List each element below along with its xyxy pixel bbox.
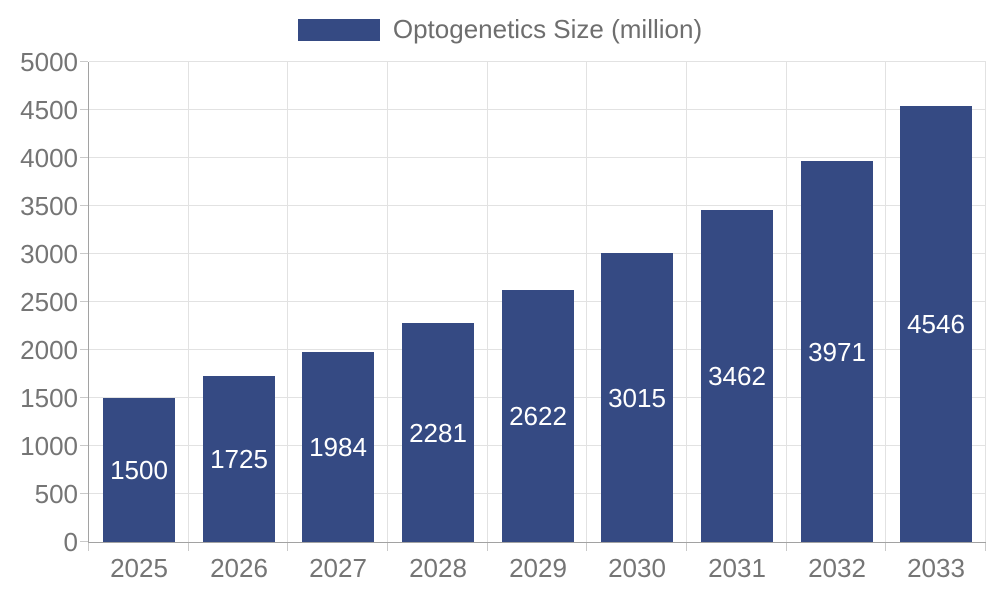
x-gridline <box>586 62 587 542</box>
x-axis-tick-label: 2029 <box>509 553 567 583</box>
legend-swatch <box>297 18 380 41</box>
y-gridline <box>89 109 986 110</box>
plot-area: 0 500 1000 1500 2000 2500 3000 3500 4000 4500 5000… <box>20 49 986 581</box>
x-tick-mark <box>188 543 189 551</box>
bar-2033[interactable]: 4546 <box>900 106 972 542</box>
x-gridline <box>487 62 488 542</box>
bar-2030[interactable]: 3015 <box>601 253 673 542</box>
y-tick-mark <box>80 205 88 206</box>
y-tick-mark <box>80 109 88 110</box>
x-gridline <box>287 62 288 542</box>
bar-value-label: 3015 <box>608 382 666 413</box>
x-axis-tick-label: 2027 <box>309 553 367 583</box>
x-tick-mark <box>885 543 886 551</box>
bar-value-label: 1984 <box>309 432 367 462</box>
y-axis-tick-label: 2000 <box>20 335 78 365</box>
x-gridline <box>786 62 787 542</box>
x-gridline <box>885 62 886 542</box>
y-axis-tick-label: 2500 <box>20 287 78 317</box>
x-tick-mark <box>287 543 288 551</box>
bar-value-label: 2622 <box>509 401 567 431</box>
bar-value-label: 1725 <box>210 444 268 474</box>
bar-2032[interactable]: 3971 <box>801 161 873 542</box>
bar-value-label: 3462 <box>708 361 766 391</box>
y-axis-tick-label: 3000 <box>20 239 78 269</box>
x-gridline <box>188 62 189 542</box>
legend[interactable]: Optogenetics Size (million) <box>0 14 1000 45</box>
x-gridline <box>686 62 687 542</box>
bar-2028[interactable]: 2281 <box>402 323 474 542</box>
x-tick-mark <box>586 543 587 551</box>
x-gridline <box>985 62 986 542</box>
y-tick-mark <box>80 493 88 494</box>
bar-2031[interactable]: 3462 <box>701 210 773 542</box>
x-axis-tick-label: 2025 <box>110 553 168 583</box>
y-tick-mark <box>80 61 88 62</box>
y-axis-tick-label: 4500 <box>20 95 78 125</box>
y-gridline <box>89 205 986 206</box>
y-gridline <box>89 157 986 158</box>
y-tick-mark <box>80 445 88 446</box>
y-axis-tick-label: 1500 <box>20 383 78 413</box>
y-tick-mark <box>80 397 88 398</box>
bar-2025[interactable]: 1500 <box>103 398 175 542</box>
y-tick-mark <box>80 349 88 350</box>
x-axis-tick-label: 2033 <box>907 553 965 583</box>
bar-2029[interactable]: 2622 <box>502 290 574 542</box>
bar-value-label: 2281 <box>409 417 467 448</box>
x-axis-tick-label: 2026 <box>210 553 268 583</box>
bar-value-label: 4546 <box>907 309 965 339</box>
x-axis-tick-label: 2031 <box>708 553 766 583</box>
x-tick-mark <box>686 543 687 551</box>
y-gridline <box>89 61 986 62</box>
y-tick-mark <box>80 157 88 158</box>
y-axis-tick-label: 0 <box>63 527 78 557</box>
y-tick-mark <box>80 541 88 542</box>
y-tick-mark <box>80 301 88 302</box>
legend-label: Optogenetics Size (million) <box>392 14 703 44</box>
bar-2026[interactable]: 1725 <box>203 376 275 542</box>
y-axis-tick-label: 5000 <box>20 47 78 77</box>
bar-value-label: 1500 <box>110 455 168 485</box>
x-axis-tick-label: 2032 <box>808 553 866 583</box>
y-gridline <box>89 253 986 254</box>
y-axis-tick-label: 3500 <box>20 191 78 221</box>
bar-2027[interactable]: 1984 <box>302 352 374 542</box>
y-axis-tick-label: 1000 <box>20 431 78 461</box>
x-tick-mark <box>786 543 787 551</box>
x-tick-mark <box>387 543 388 551</box>
x-tick-mark <box>487 543 488 551</box>
x-tick-mark <box>985 543 986 551</box>
x-tick-mark <box>88 543 89 551</box>
y-axis-tick-label: 4000 <box>20 143 78 173</box>
x-axis-tick-label: 2028 <box>409 553 467 583</box>
y-tick-mark <box>80 253 88 254</box>
bar-value-label: 3971 <box>808 336 866 367</box>
x-axis-tick-label: 2030 <box>608 553 666 583</box>
x-gridline <box>387 62 388 542</box>
y-axis-tick-label: 500 <box>34 479 78 509</box>
